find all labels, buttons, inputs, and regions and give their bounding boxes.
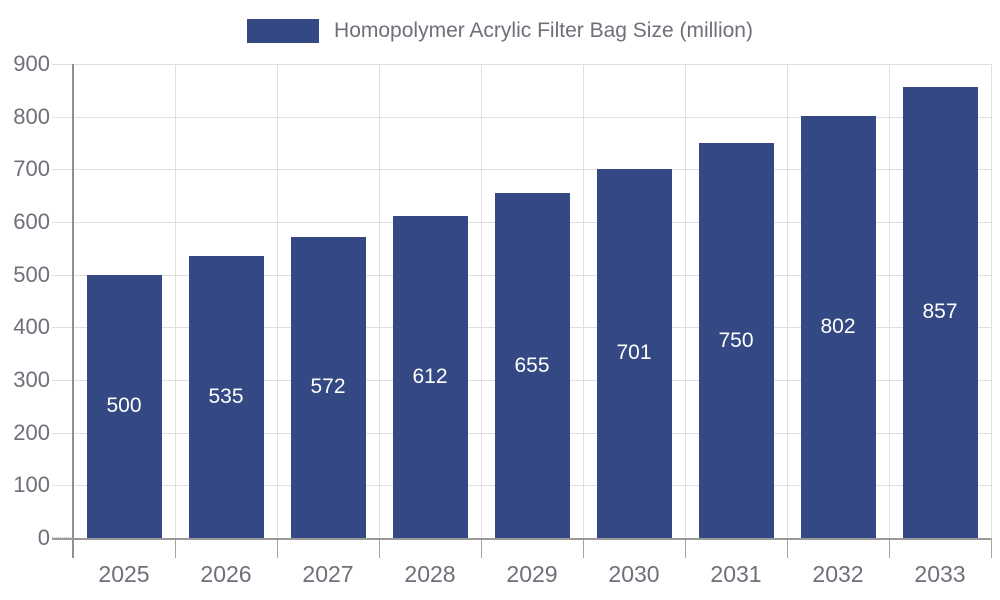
x-axis-tick	[685, 538, 686, 558]
x-axis-tick	[787, 538, 788, 558]
x-tick-label: 2026	[200, 561, 252, 587]
x-tick-label: 2025	[98, 561, 150, 587]
y-tick-label: 300	[13, 367, 50, 392]
bar	[392, 215, 468, 538]
bar-value-label: 612	[412, 364, 448, 388]
bar-value-label: 572	[310, 375, 346, 399]
h-gridline	[73, 64, 991, 65]
bar-value-label: 500	[106, 394, 142, 418]
y-axis-line	[72, 64, 74, 558]
y-axis-tick	[52, 222, 73, 223]
x-axis-tick	[379, 538, 380, 558]
y-tick-label: 900	[13, 51, 50, 76]
v-gridline	[481, 64, 482, 538]
y-axis-tick	[52, 327, 73, 329]
y-tick-label: 400	[13, 314, 50, 340]
bar-value-label: 857	[922, 300, 958, 324]
bar	[290, 236, 366, 538]
x-axis-tick	[889, 538, 890, 558]
bar-value-label: 802	[820, 314, 856, 338]
y-axis-tick	[52, 380, 73, 381]
bar	[800, 115, 876, 538]
x-tick-label: 2030	[608, 561, 660, 587]
v-gridline	[583, 64, 584, 538]
x-tick-label: 2028	[404, 561, 456, 587]
v-gridline	[379, 64, 380, 538]
x-tick-label: 2027	[302, 561, 354, 587]
bar-value-label: 655	[514, 353, 550, 377]
y-tick-label: 700	[13, 156, 50, 182]
x-axis-line	[52, 538, 991, 540]
y-tick-label: 0	[37, 525, 50, 550]
y-tick-label: 100	[13, 472, 50, 498]
x-axis-tick	[175, 538, 176, 558]
bar-value-label: 750	[718, 328, 754, 352]
v-gridline	[991, 64, 992, 538]
legend-item[interactable]: Homopolymer Acrylic Filter Bag Size (mil…	[0, 17, 1000, 45]
bar	[494, 193, 570, 538]
y-tick-label: 800	[13, 103, 50, 129]
bar-value-label: 535	[208, 385, 244, 409]
v-gridline	[685, 64, 686, 538]
x-axis-tick	[583, 538, 584, 558]
y-axis-tick-zero	[52, 537, 73, 539]
legend-label: Homopolymer Acrylic Filter Bag Size (mil…	[334, 19, 753, 42]
x-tick-label: 2033	[914, 561, 966, 587]
h-gridline	[73, 116, 991, 118]
x-tick-label: 2031	[710, 561, 762, 587]
v-gridline	[175, 64, 176, 538]
bar	[596, 168, 672, 538]
y-axis-tick	[52, 64, 73, 65]
y-axis-tick	[52, 116, 73, 118]
v-gridline	[277, 64, 278, 538]
bar-value-label: 701	[616, 341, 652, 365]
y-axis-tick	[52, 169, 73, 171]
y-axis-tick	[52, 485, 73, 487]
y-axis-tick	[52, 432, 73, 434]
x-axis-tick	[481, 538, 482, 558]
y-tick-label: 500	[13, 261, 50, 287]
x-tick-label: 2032	[812, 561, 864, 587]
x-tick-label: 2029	[506, 561, 558, 587]
bar	[188, 256, 264, 538]
x-axis-tick	[991, 538, 992, 558]
x-axis-tick	[277, 538, 278, 558]
y-tick-label: 600	[13, 209, 50, 234]
h-gridline	[73, 169, 991, 171]
v-gridline	[889, 64, 890, 538]
legend-swatch	[247, 19, 320, 43]
y-tick-label: 200	[13, 419, 50, 445]
bar	[86, 274, 162, 538]
bar	[698, 143, 774, 538]
bar	[902, 86, 978, 538]
y-axis-tick	[52, 274, 73, 276]
v-gridline	[787, 64, 788, 538]
